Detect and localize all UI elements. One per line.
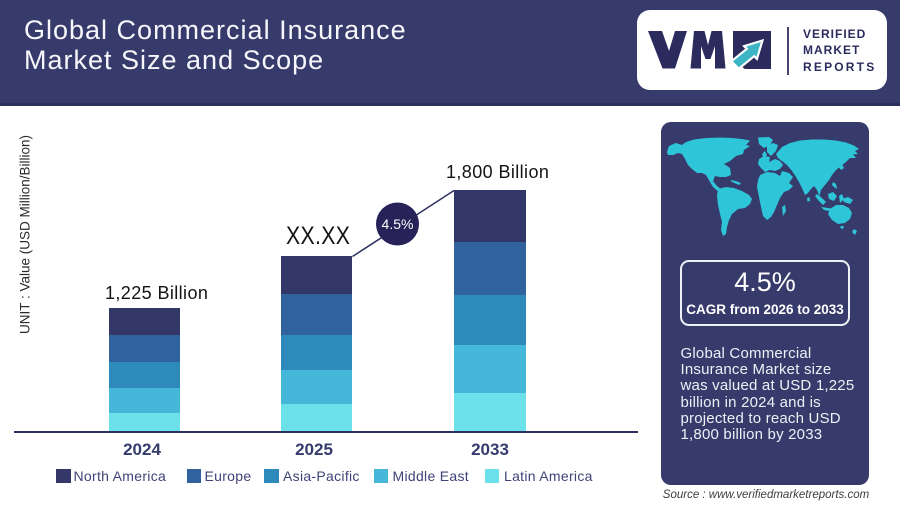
svg-text:4.5%: 4.5% — [382, 216, 414, 232]
